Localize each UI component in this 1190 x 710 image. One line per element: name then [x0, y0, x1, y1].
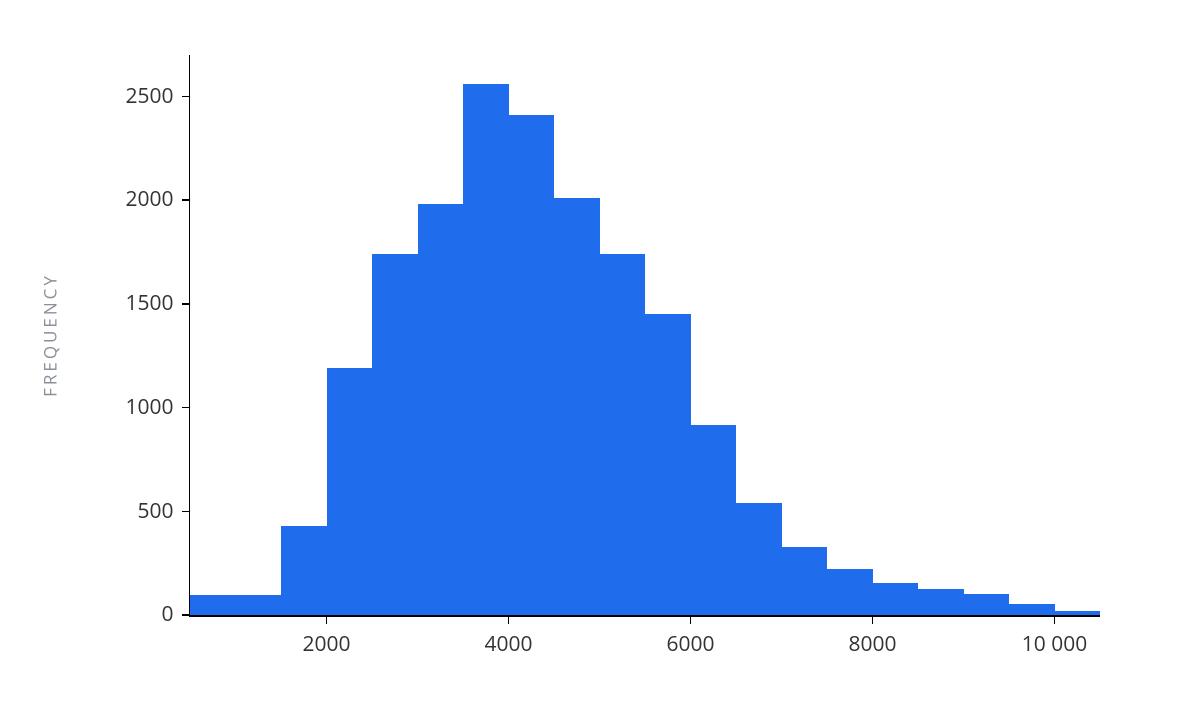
y-tick-label: 0: [94, 600, 174, 628]
histogram-bar: [418, 204, 464, 615]
y-tick-label: 500: [94, 497, 174, 525]
y-tick-label: 1500: [94, 289, 174, 317]
y-axis-line: [189, 55, 191, 617]
y-tick: [182, 96, 189, 98]
histogram-bar: [782, 547, 828, 615]
x-tick: [872, 617, 874, 624]
histogram-bar: [509, 115, 555, 615]
histogram-bar: [1009, 604, 1055, 615]
x-tick: [508, 617, 510, 624]
x-tick-label: 8000: [813, 630, 933, 658]
plot-area: [190, 55, 1100, 615]
histogram-bar: [691, 425, 737, 615]
y-tick: [182, 511, 189, 513]
histogram-bar: [372, 254, 418, 615]
histogram-bar: [236, 595, 282, 615]
histogram-bar: [281, 526, 327, 615]
y-tick: [182, 199, 189, 201]
histogram-bar: [645, 314, 691, 615]
histogram-bar: [964, 594, 1010, 615]
histogram-bar: [918, 589, 964, 615]
x-tick-label: 4000: [449, 630, 569, 658]
x-tick-label: 2000: [267, 630, 387, 658]
y-tick: [182, 303, 189, 305]
x-tick: [690, 617, 692, 624]
x-tick-label: 10 000: [995, 630, 1115, 658]
y-tick-label: 2500: [94, 82, 174, 110]
histogram-bar: [736, 503, 782, 615]
histogram-bar: [827, 569, 873, 615]
y-tick: [182, 407, 189, 409]
histogram-bar: [873, 583, 919, 615]
y-axis-title: FREQUENCY: [39, 273, 62, 397]
y-tick-label: 1000: [94, 393, 174, 421]
x-tick: [326, 617, 328, 624]
histogram-chart: FREQUENCY 0 500 1000 1500 2000 2500 2000 4000 60…: [0, 0, 1190, 710]
histogram-bar: [600, 254, 646, 615]
y-tick-label: 2000: [94, 185, 174, 213]
histogram-bar: [327, 368, 373, 615]
x-tick: [1054, 617, 1056, 624]
y-tick: [182, 614, 189, 616]
histogram-bar: [463, 84, 509, 615]
histogram-bar: [554, 198, 600, 615]
histogram-bar: [190, 595, 236, 615]
x-tick-label: 6000: [631, 630, 751, 658]
